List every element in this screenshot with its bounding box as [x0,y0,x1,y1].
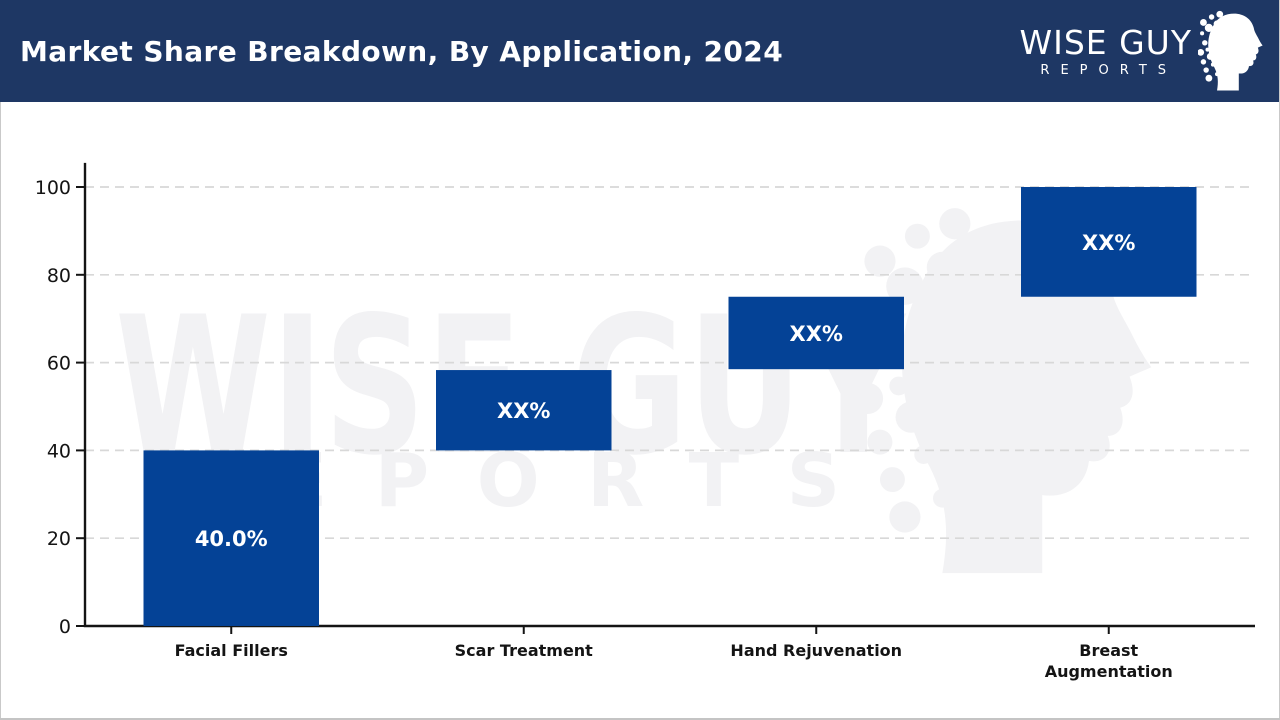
y-tick-label: 60 [47,353,71,375]
wise-guy-logo: WISE GUY REPORTS [1019,9,1266,93]
dotted-face-icon [1198,10,1263,91]
x-tick-label: Breast Augmentation [1045,641,1173,681]
logo-wordmark: WISE GUY [1019,22,1192,62]
page-title: Market Share Breakdown, By Application, … [20,34,784,68]
x-tick-label: Scar Treatment [455,641,594,660]
y-tick-label: 100 [35,177,71,199]
bar-value-label: XX% [790,322,843,346]
x-tick-label: Hand Rejuvenation [730,641,902,660]
logo-reports-text: REPORTS [1040,62,1178,78]
y-tick-label: 20 [47,528,71,550]
waterfall-bar [143,450,319,626]
waterfall-bar [436,370,612,451]
bar-value-label: XX% [1082,231,1135,255]
logo-text: WISE GUY REPORTS [1019,26,1192,77]
header-bar: Market Share Breakdown, By Application, … [0,0,1280,102]
page-border-left [0,102,1,720]
waterfall-bar [1021,187,1197,297]
waterfall-bar [728,296,904,370]
y-tick-label: 40 [47,440,71,462]
y-tick-label: 80 [47,265,71,287]
x-tick-label: Facial Fillers [175,641,288,660]
page-border-bottom [0,718,1280,720]
y-tick-label: 0 [59,616,71,638]
bar-value-label: 40.0% [195,527,268,551]
bar-value-label: XX% [497,399,550,423]
